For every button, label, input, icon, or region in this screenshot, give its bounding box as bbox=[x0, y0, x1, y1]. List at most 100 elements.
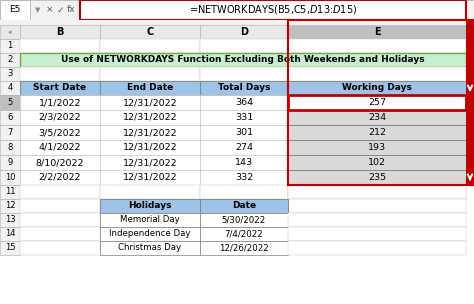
Text: End Date: End Date bbox=[127, 84, 173, 92]
Bar bbox=[200, 199, 288, 213]
Bar bbox=[288, 140, 466, 155]
Bar bbox=[288, 125, 466, 140]
Bar bbox=[288, 39, 466, 53]
Bar bbox=[20, 25, 100, 39]
Text: 257: 257 bbox=[368, 98, 386, 107]
Text: 3: 3 bbox=[7, 70, 13, 78]
Bar bbox=[100, 39, 200, 53]
Text: 257: 257 bbox=[368, 98, 386, 107]
Bar bbox=[0, 227, 20, 241]
Bar bbox=[200, 67, 288, 81]
Bar bbox=[20, 155, 100, 170]
Bar bbox=[100, 140, 200, 155]
Text: Christmas Day: Christmas Day bbox=[118, 244, 182, 253]
Text: 8/10/2022: 8/10/2022 bbox=[36, 158, 84, 167]
Bar bbox=[288, 185, 466, 199]
Text: 9: 9 bbox=[8, 158, 13, 167]
Bar bbox=[200, 185, 288, 199]
Text: 5: 5 bbox=[8, 98, 13, 107]
Bar bbox=[466, 20, 474, 185]
Bar bbox=[200, 155, 288, 170]
Bar bbox=[0, 155, 20, 170]
Bar bbox=[0, 25, 20, 39]
Bar bbox=[288, 95, 466, 110]
Text: 3/5/2022: 3/5/2022 bbox=[39, 128, 82, 137]
Bar bbox=[0, 0, 30, 20]
Bar bbox=[100, 185, 200, 199]
Text: 10: 10 bbox=[5, 173, 15, 182]
Bar bbox=[200, 241, 288, 255]
Text: 15: 15 bbox=[5, 244, 15, 253]
Text: 102: 102 bbox=[368, 158, 386, 167]
Bar bbox=[288, 39, 466, 53]
Bar bbox=[288, 155, 466, 170]
Text: 7/4/2022: 7/4/2022 bbox=[225, 230, 264, 239]
Text: 12/31/2022: 12/31/2022 bbox=[123, 143, 177, 152]
Bar bbox=[0, 185, 20, 199]
Text: ◂: ◂ bbox=[8, 29, 12, 35]
Bar bbox=[200, 81, 288, 95]
Bar bbox=[100, 199, 200, 213]
Text: Date: Date bbox=[232, 202, 256, 210]
Text: Start Date: Start Date bbox=[34, 84, 87, 92]
Text: 12/26/2022: 12/26/2022 bbox=[219, 244, 269, 253]
Bar bbox=[200, 213, 288, 227]
Text: 332: 332 bbox=[235, 173, 253, 182]
Bar bbox=[288, 67, 466, 81]
Text: Use of NETWORKDAYS Function Excluding Both Weekends and Holidays: Use of NETWORKDAYS Function Excluding Bo… bbox=[61, 56, 425, 64]
Bar bbox=[20, 185, 100, 199]
Bar bbox=[200, 95, 288, 110]
Bar bbox=[100, 25, 200, 39]
Bar bbox=[20, 170, 100, 185]
Bar bbox=[20, 95, 100, 110]
Bar bbox=[200, 25, 288, 39]
Text: 2: 2 bbox=[8, 56, 13, 64]
Bar bbox=[100, 67, 200, 81]
Text: 12/31/2022: 12/31/2022 bbox=[123, 173, 177, 182]
Bar bbox=[288, 185, 466, 199]
Bar bbox=[0, 0, 474, 20]
Bar bbox=[0, 39, 20, 53]
Bar bbox=[288, 213, 466, 227]
Bar bbox=[100, 227, 200, 241]
Text: 2/3/2022: 2/3/2022 bbox=[39, 113, 82, 122]
Text: C: C bbox=[146, 27, 154, 37]
Bar bbox=[288, 81, 466, 95]
Bar bbox=[288, 95, 466, 110]
Bar bbox=[100, 155, 200, 170]
Text: 301: 301 bbox=[235, 128, 253, 137]
Text: 212: 212 bbox=[368, 128, 386, 137]
Text: ×: × bbox=[46, 5, 54, 15]
Text: =NETWORKDAYS(B5,C5,$D$13:$D$15): =NETWORKDAYS(B5,C5,$D$13:$D$15) bbox=[189, 4, 357, 16]
Bar bbox=[0, 170, 20, 185]
Text: D: D bbox=[240, 27, 248, 37]
Text: 8: 8 bbox=[7, 143, 13, 152]
Text: 143: 143 bbox=[235, 158, 253, 167]
Text: E5: E5 bbox=[9, 5, 21, 15]
Bar bbox=[0, 95, 20, 110]
Text: 6: 6 bbox=[7, 113, 13, 122]
Bar bbox=[0, 241, 20, 255]
Text: 274: 274 bbox=[235, 143, 253, 152]
Text: Holidays: Holidays bbox=[128, 202, 172, 210]
Text: 12/31/2022: 12/31/2022 bbox=[123, 113, 177, 122]
Bar bbox=[20, 199, 100, 213]
Text: 12/31/2022: 12/31/2022 bbox=[123, 158, 177, 167]
Bar bbox=[100, 241, 200, 255]
Bar bbox=[20, 213, 100, 227]
Bar bbox=[200, 170, 288, 185]
Bar bbox=[20, 125, 100, 140]
Bar bbox=[100, 170, 200, 185]
Text: 235: 235 bbox=[368, 173, 386, 182]
Bar bbox=[200, 110, 288, 125]
Text: E: E bbox=[374, 27, 380, 37]
Text: 193: 193 bbox=[368, 143, 386, 152]
Bar bbox=[288, 241, 466, 255]
Text: Total Days: Total Days bbox=[218, 84, 270, 92]
Bar bbox=[0, 125, 20, 140]
Text: ▼: ▼ bbox=[35, 7, 41, 13]
Bar bbox=[200, 140, 288, 155]
Text: 12/31/2022: 12/31/2022 bbox=[123, 98, 177, 107]
Text: 12: 12 bbox=[5, 202, 15, 210]
Bar bbox=[0, 20, 474, 25]
